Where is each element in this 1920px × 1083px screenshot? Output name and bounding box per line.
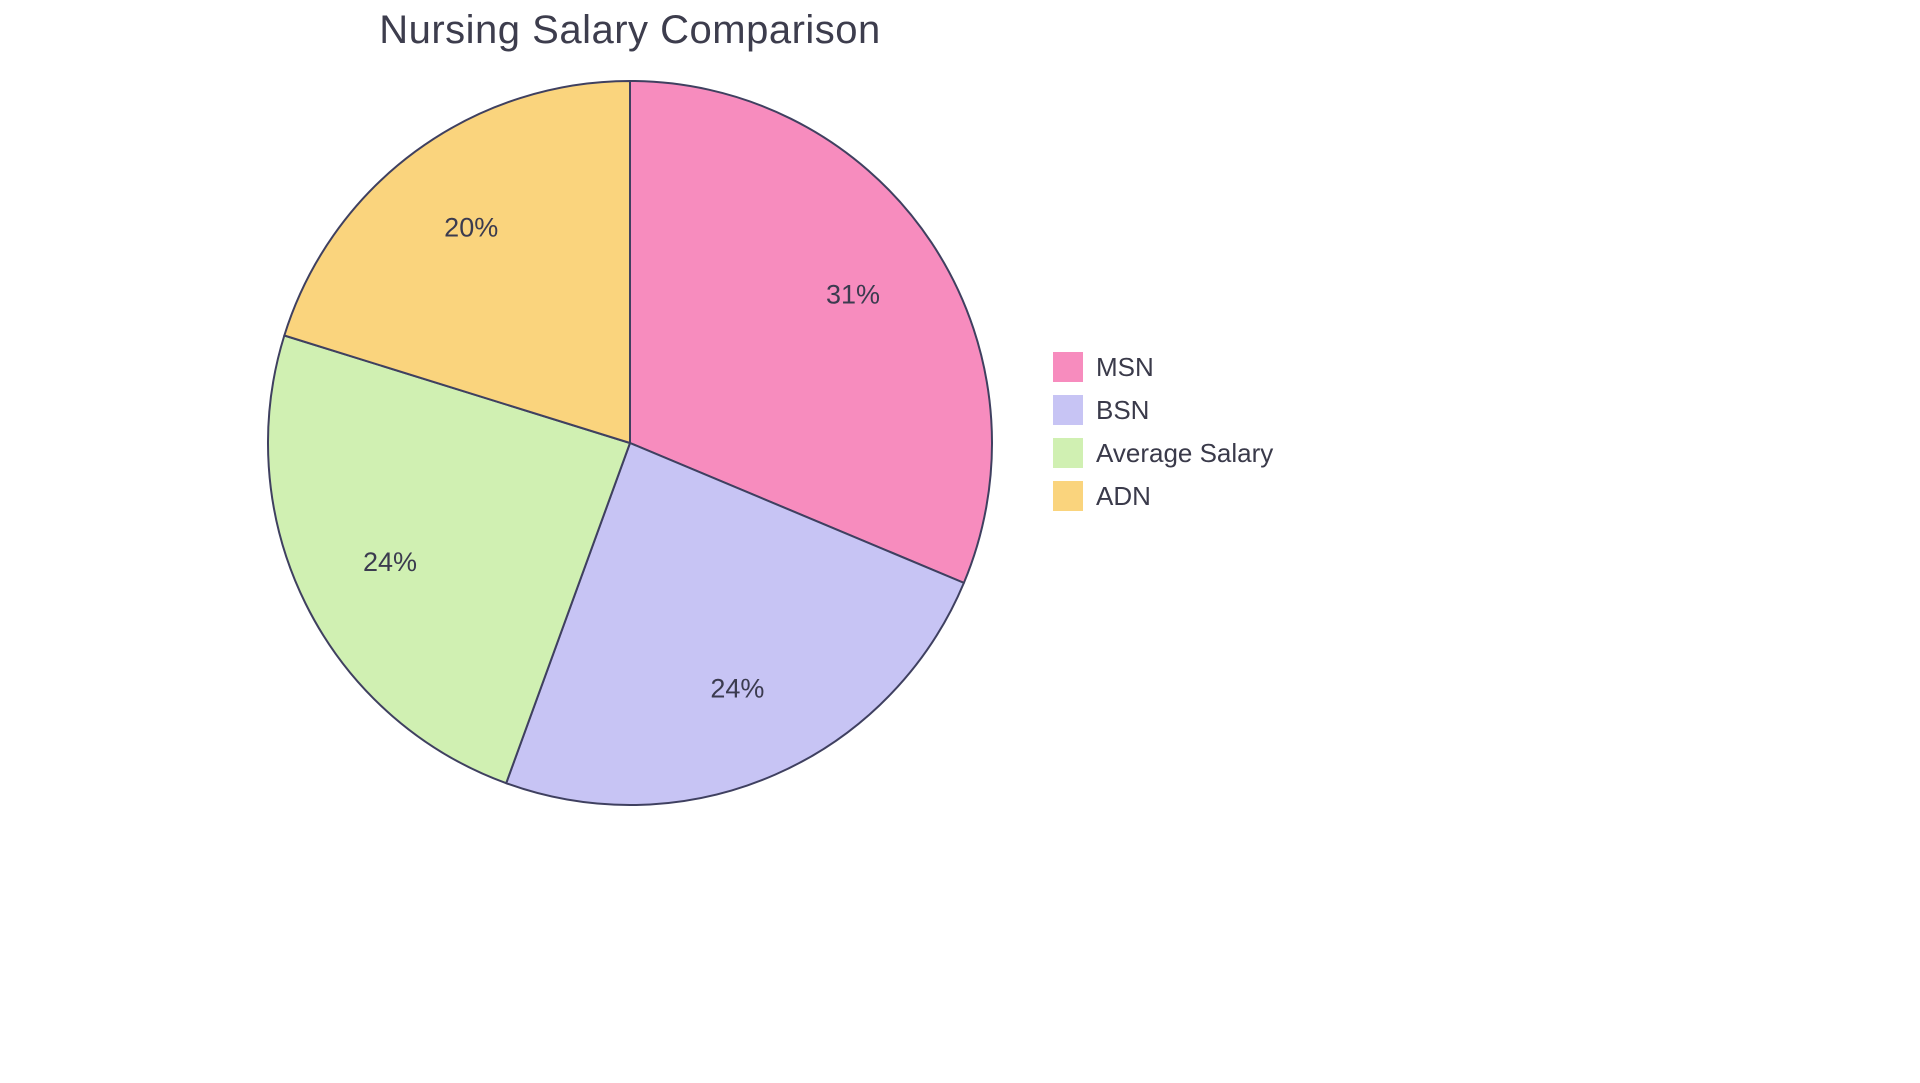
pie-slice-label-msn: 31% [826,280,880,310]
pie-slice-label-adn: 20% [444,212,498,242]
legend-swatch [1053,481,1083,511]
legend-label: ADN [1096,481,1151,511]
pie-slice-average-salary [267,334,631,785]
legend-label: Average Salary [1096,438,1274,468]
chart-title: Nursing Salary Comparison [379,8,881,52]
legend-label: MSN [1096,352,1154,382]
pie-slice-adn [283,80,631,444]
legend-item-msn[interactable]: MSN [1053,352,1273,382]
pie-slice-labels: 31% 24% 24% 20% [363,212,880,703]
legend-swatch [1053,395,1083,425]
legend-label: BSN [1096,395,1150,425]
legend-swatch [1053,438,1083,468]
legend-item-bsn[interactable]: BSN [1053,395,1273,425]
pie-slices [267,80,993,807]
pie-slice-label-average-salary: 24% [363,547,417,577]
legend: MSN BSN Average Salary ADN [1053,352,1273,511]
pie-slice-bsn [505,442,965,807]
legend-item-average-salary[interactable]: Average Salary [1053,438,1273,468]
pie-slice-msn [629,80,993,584]
pie-slice-label-bsn: 24% [710,673,764,703]
legend-item-adn[interactable]: ADN [1053,481,1273,511]
legend-swatch [1053,352,1083,382]
